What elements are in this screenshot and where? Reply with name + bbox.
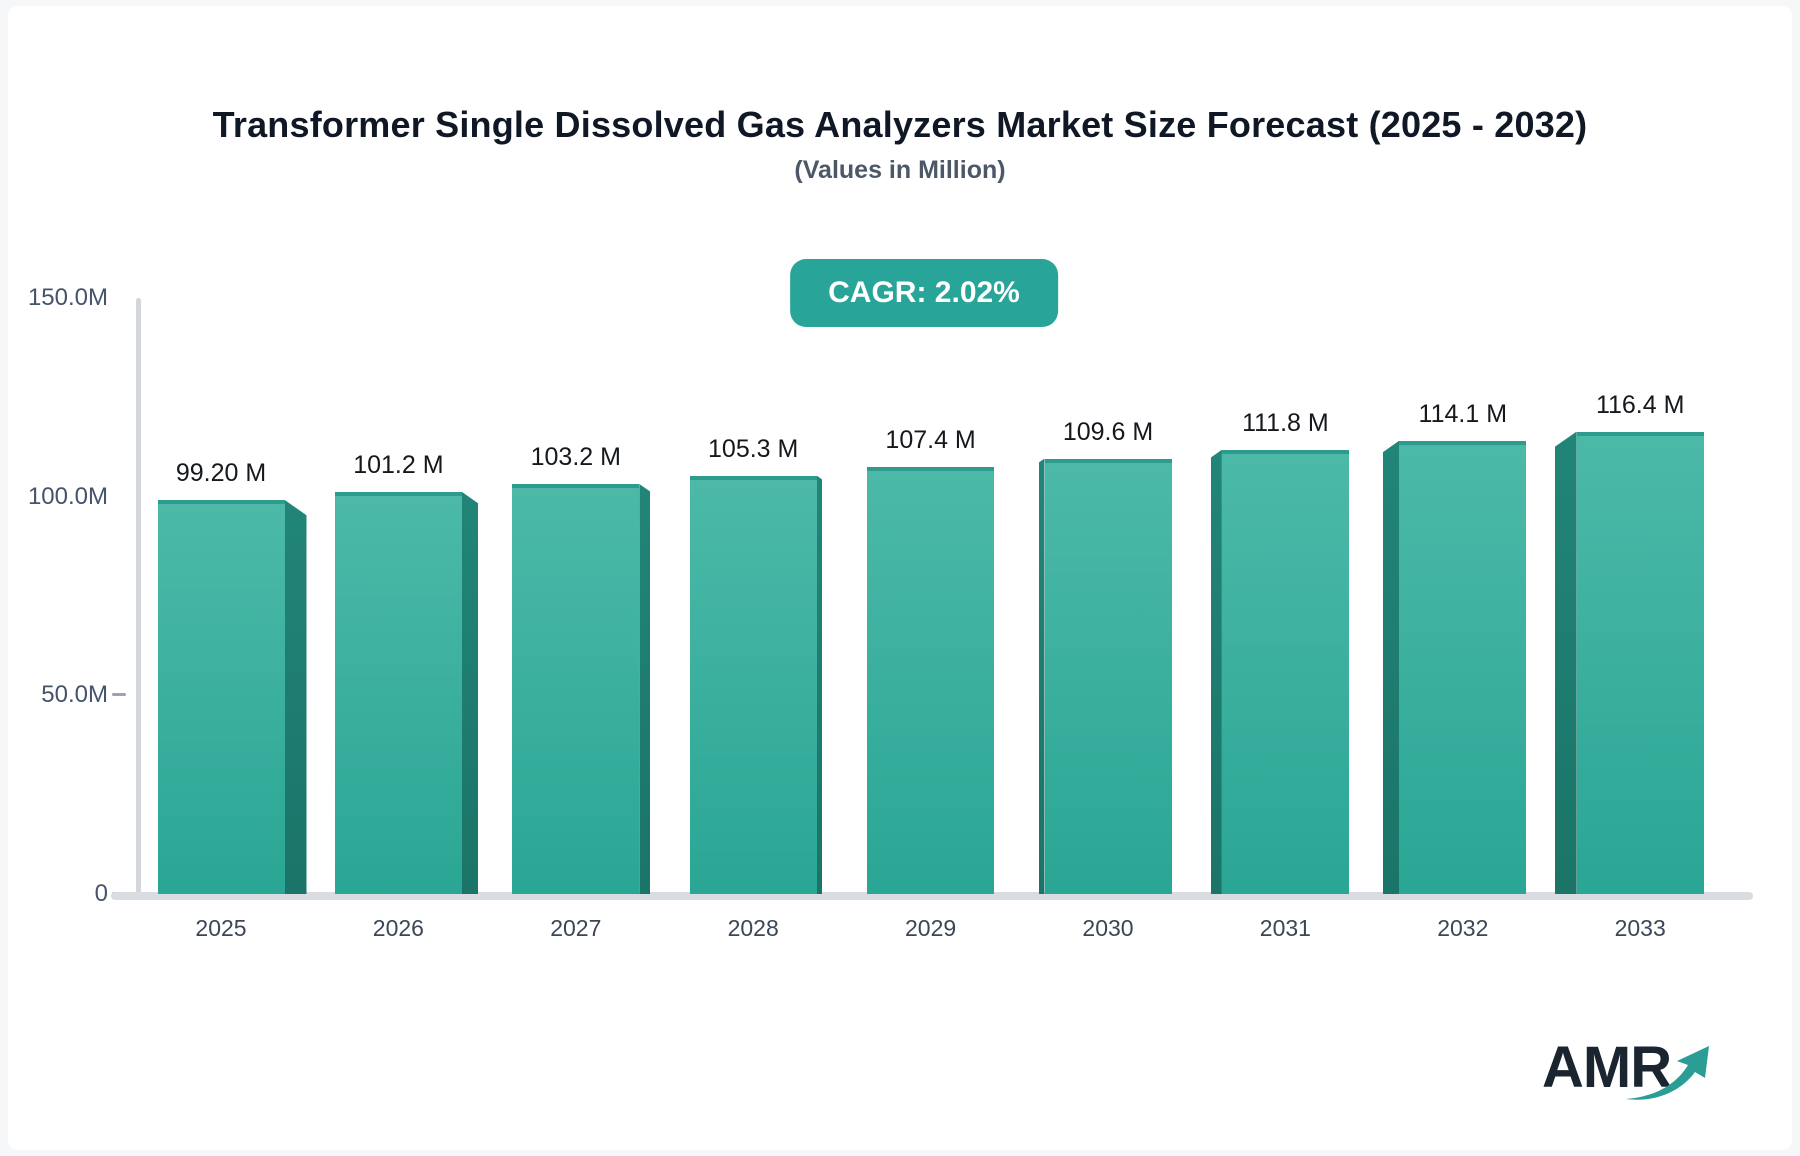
bar-2030[interactable]: [1044, 458, 1172, 894]
bar-side-2028: [816, 475, 823, 894]
x-axis-label-2028: 2028: [727, 915, 779, 941]
bar-2027[interactable]: [512, 483, 640, 894]
bar-2026[interactable]: [334, 491, 462, 894]
bar-side-2025: [284, 499, 307, 894]
x-axis-label-2031: 2031: [1259, 915, 1311, 941]
bar-side-2027: [639, 483, 651, 894]
x-axis-label-2025: 2025: [195, 915, 247, 941]
bar-side-2032: [1382, 440, 1400, 894]
bar-side-2026: [461, 491, 479, 894]
bar-side-2030: [1039, 458, 1045, 894]
amr-logo-text: AMR: [1542, 1035, 1672, 1100]
y-axis-tick: [112, 693, 126, 697]
bar-2031[interactable]: [1221, 449, 1349, 894]
x-axis-line: [111, 892, 1753, 900]
y-axis-label-50.0M: 50.0M: [41, 681, 108, 709]
x-axis-label-2027: 2027: [550, 915, 602, 941]
bar-value-label-2030: 109.6 M: [1062, 417, 1154, 446]
bar-value-label-2031: 111.8 M: [1242, 408, 1329, 437]
chart-card: Transformer Single Dissolved Gas Analyze…: [8, 6, 1792, 1150]
bar-value-label-2027: 103.2 M: [530, 442, 621, 471]
chart-title: Transformer Single Dissolved Gas Analyze…: [212, 104, 1588, 145]
bar-side-2033: [1554, 431, 1577, 894]
bar-2032[interactable]: [1399, 440, 1527, 894]
bar-value-label-2028: 105.3 M: [708, 434, 799, 463]
bar-value-label-2026: 101.2 M: [353, 450, 444, 479]
bar-2033[interactable]: [1576, 431, 1704, 894]
amr-logo: AMR: [1542, 1036, 1742, 1116]
y-axis-label-150.0M: 150.0M: [27, 284, 108, 311]
y-axis-label-100.0M: 100.0M: [27, 482, 108, 510]
bar-2028[interactable]: [689, 475, 817, 894]
bar-value-label-2025: 99.20 M: [175, 458, 267, 487]
bar-value-label-2029: 107.4 M: [885, 426, 976, 455]
cagr-badge: CAGR: 2.02%: [790, 259, 1058, 327]
chart-subtitle: (Values in Million): [794, 156, 1006, 184]
x-axis-label-2033: 2033: [1614, 915, 1666, 941]
bar-value-label-2033: 116.4 M: [1595, 390, 1685, 419]
growth-arrow-icon: [1626, 1046, 1709, 1100]
bar-side-2031: [1210, 449, 1222, 894]
x-axis-label-2030: 2030: [1082, 915, 1134, 941]
x-axis-label-2026: 2026: [372, 915, 424, 941]
growth-arrow-path: [1626, 1046, 1709, 1100]
y-axis-label-0: 0: [94, 880, 108, 907]
x-axis-label-2032: 2032: [1437, 915, 1489, 941]
bar-2029[interactable]: [867, 467, 995, 894]
plot-area: 150.0M 100.0M 50.0M 0 99.20 M 2025 101.2 M 2026…: [8, 6, 1792, 1150]
y-axis-line: [136, 298, 141, 900]
bar-2025[interactable]: [157, 499, 285, 894]
bar-value-label-2032: 114.1 M: [1418, 399, 1508, 428]
x-axis-label-2029: 2029: [905, 915, 957, 941]
